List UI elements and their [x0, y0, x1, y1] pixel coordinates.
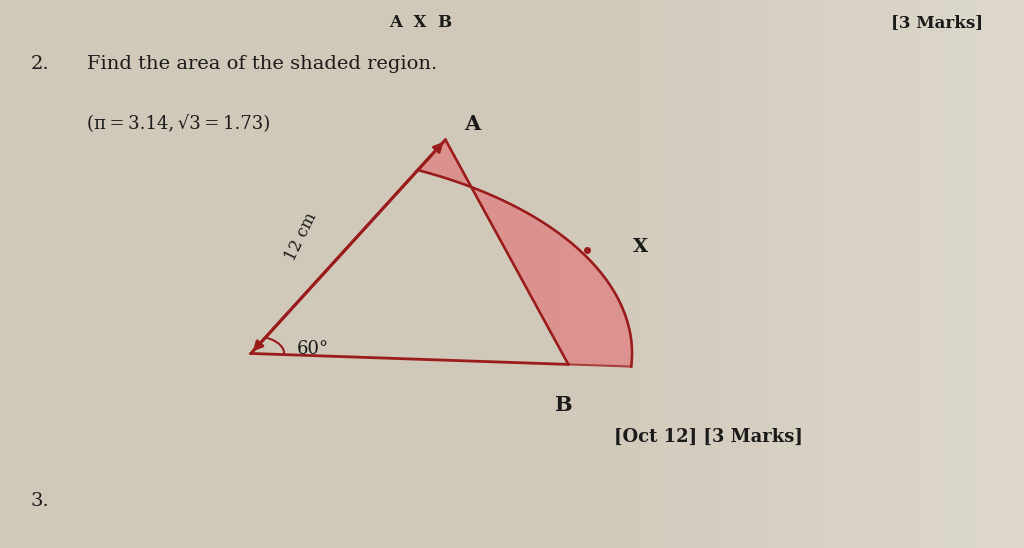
Text: 12 cm: 12 cm: [283, 210, 321, 264]
Bar: [794, 0, 819, 548]
Bar: [563, 0, 589, 548]
Bar: [819, 0, 845, 548]
Text: 60°: 60°: [297, 340, 329, 358]
Bar: [947, 0, 973, 548]
Bar: [845, 0, 870, 548]
Text: 2.: 2.: [31, 55, 49, 73]
Text: Find the area of the shaded region.: Find the area of the shaded region.: [87, 55, 437, 73]
Bar: [998, 0, 1024, 548]
Bar: [922, 0, 947, 548]
Bar: [717, 0, 742, 548]
Bar: [896, 0, 922, 548]
Bar: [589, 0, 614, 548]
Text: X: X: [633, 238, 648, 256]
Text: B: B: [554, 395, 572, 414]
Text: [3 Marks]: [3 Marks]: [891, 14, 983, 31]
Bar: [742, 0, 768, 548]
Bar: [666, 0, 691, 548]
Text: A: A: [464, 115, 480, 134]
Bar: [973, 0, 998, 548]
Bar: [640, 0, 666, 548]
Text: 3.: 3.: [31, 492, 49, 510]
Text: [Oct 12] [3 Marks]: [Oct 12] [3 Marks]: [614, 427, 803, 446]
Bar: [512, 0, 538, 548]
Text: (π = 3.14, √3 = 1.73): (π = 3.14, √3 = 1.73): [87, 115, 270, 133]
Bar: [870, 0, 896, 548]
Bar: [691, 0, 717, 548]
Bar: [768, 0, 794, 548]
Bar: [614, 0, 640, 548]
Bar: [538, 0, 563, 548]
Polygon shape: [418, 140, 632, 367]
Text: A  X  B: A X B: [389, 14, 453, 31]
